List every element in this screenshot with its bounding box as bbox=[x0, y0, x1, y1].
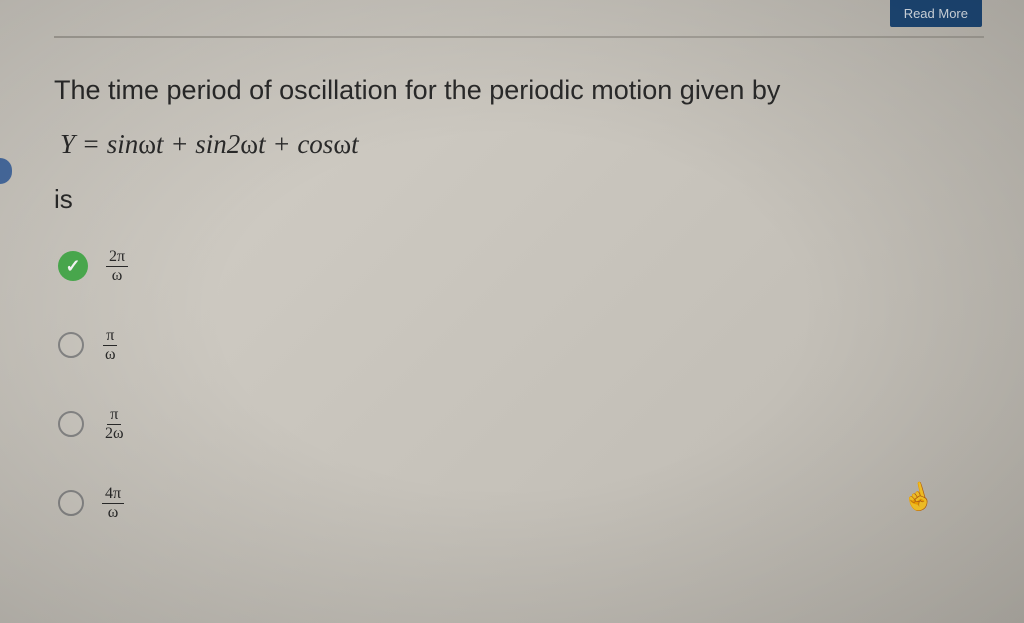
question-prompt: The time period of oscillation for the p… bbox=[54, 70, 984, 111]
check-icon: ✓ bbox=[58, 251, 88, 281]
question-content: The time period of oscillation for the p… bbox=[0, 0, 1024, 541]
option-1[interactable]: ✓ 2π ω bbox=[58, 249, 984, 284]
option-3[interactable]: π 2ω bbox=[58, 407, 984, 442]
options-list: ✓ 2π ω π ω π 2ω 4π ω bbox=[54, 249, 984, 521]
divider bbox=[54, 36, 984, 38]
option-2[interactable]: π ω bbox=[58, 328, 984, 363]
radio-icon bbox=[58, 411, 84, 437]
read-more-button[interactable]: Read More bbox=[890, 0, 982, 27]
option-4-value: 4π ω bbox=[102, 486, 124, 521]
checkmark-icon: ✓ bbox=[65, 256, 80, 277]
option-2-value: π ω bbox=[102, 328, 119, 363]
question-equation: Y = sinωt + sin2ωt + cosωt bbox=[54, 129, 984, 160]
radio-icon bbox=[58, 490, 84, 516]
option-4[interactable]: 4π ω bbox=[58, 486, 984, 521]
question-connector: is bbox=[54, 184, 984, 215]
option-1-value: 2π ω bbox=[106, 249, 128, 284]
option-3-value: π 2ω bbox=[102, 407, 127, 442]
radio-icon bbox=[58, 332, 84, 358]
